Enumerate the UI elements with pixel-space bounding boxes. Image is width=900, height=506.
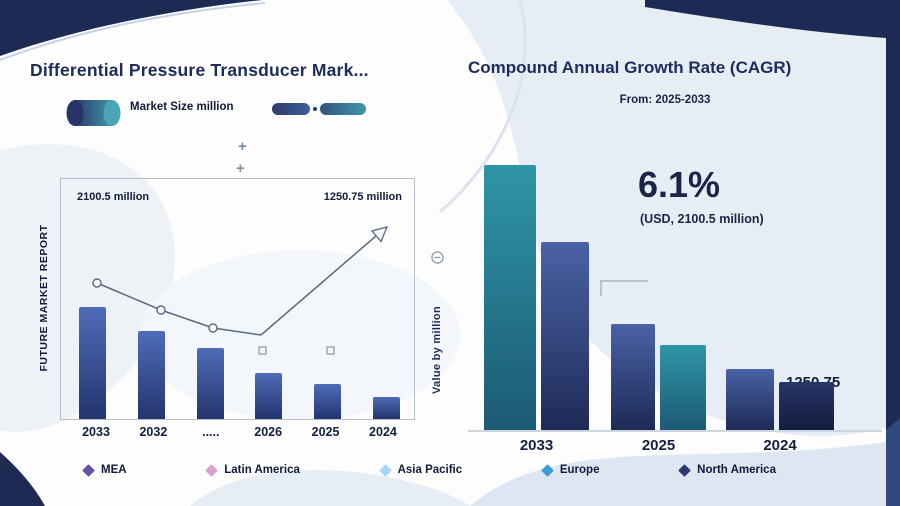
legend-item-europe: Europe xyxy=(540,463,600,477)
right-bar-group-2024 xyxy=(726,369,834,430)
legend-label: Latin America xyxy=(224,464,300,476)
right-bar-primary-2024 xyxy=(726,369,774,430)
left-axis-label: 2024 xyxy=(369,425,397,439)
swoosh-line xyxy=(439,0,527,214)
right-bar-group-2025 xyxy=(611,324,706,430)
left-axis-label: 2026 xyxy=(254,425,283,439)
right-bar-primary-2033 xyxy=(484,165,536,430)
minus-circle-icon xyxy=(431,251,444,264)
legend-item-north-america: North America xyxy=(678,463,776,477)
marker-circle-icon xyxy=(92,278,102,288)
trend-line xyxy=(96,282,262,336)
left-bar-2024 xyxy=(372,397,400,419)
diamond-icon xyxy=(540,463,554,477)
value-by-million-label: Value by million xyxy=(431,306,443,394)
legend-label: Europe xyxy=(559,464,600,476)
arrow-shaft xyxy=(260,235,377,336)
swoosh-shape xyxy=(447,0,900,436)
right-axis-label: 2025 xyxy=(641,437,676,454)
end-value-label: 1250.75 million xyxy=(323,191,402,203)
cagr-note: (USD, 2100.5 million) xyxy=(640,212,764,226)
right-bar-primary-2025 xyxy=(611,324,655,430)
cagr-period-subtitle: From: 2025-2033 xyxy=(619,94,711,106)
start-value-label: 2100.5 million xyxy=(77,191,150,203)
corner-shape-top-left xyxy=(0,0,262,56)
left-bar-2025 xyxy=(314,384,342,419)
diamond-icon xyxy=(82,463,95,477)
left-chart-area: 2100.5 million 1250.75 million xyxy=(60,178,415,420)
legend-item-mea: MEA xyxy=(82,463,127,477)
left-chart-title: Differential Pressure Transducer Mark... xyxy=(30,60,369,80)
plus-icon: + xyxy=(238,138,247,155)
marker-circle-icon xyxy=(156,305,166,315)
legend-item-latin-america: Latin America xyxy=(205,463,300,477)
left-bar-2032 xyxy=(137,331,165,419)
step-bracket-line xyxy=(600,280,648,296)
left-bar-..... xyxy=(196,348,224,419)
swoosh-shape xyxy=(0,144,176,432)
cagr-value: 6.1% xyxy=(638,164,721,205)
future-market-report-label: FUTURE MARKET REPORT xyxy=(38,224,50,372)
swoosh-shape xyxy=(190,470,470,506)
diamond-icon xyxy=(205,463,219,477)
corner-accent-bottom-right xyxy=(886,418,900,506)
right-bar-group-2033 xyxy=(484,165,589,430)
right-bar-secondary-2024 xyxy=(779,382,834,430)
pill-separator-dot xyxy=(313,107,317,111)
left-axis-label: 2025 xyxy=(311,425,340,439)
corner-shape-bottom-left xyxy=(0,452,45,506)
legend-item-asia-pacific: Asia Pacific xyxy=(378,463,463,477)
cylinder-icon xyxy=(66,100,121,126)
trend-line-arrow xyxy=(92,226,389,355)
legend-label: MEA xyxy=(101,464,127,476)
pill-icon-left xyxy=(272,103,310,115)
pill-icon-right xyxy=(320,103,366,115)
left-bar-2026 xyxy=(255,373,283,419)
right-axis-label: 2024 xyxy=(763,437,797,454)
marker-circle-icon xyxy=(208,323,218,333)
diamond-icon xyxy=(378,463,392,477)
right-chart-title: Compound Annual Growth Rate (CAGR) xyxy=(468,58,792,77)
market-size-legend-label: Market Size million xyxy=(130,101,234,113)
corner-accent-line xyxy=(0,2,266,61)
region-legend: MEA Latin America Asia Pacific Europe North … xyxy=(82,463,776,477)
legend-label: North America xyxy=(697,464,776,476)
marker-square-icon xyxy=(326,346,335,355)
legend-label: Asia Pacific xyxy=(397,464,463,476)
plus-icon: + xyxy=(236,160,245,177)
diamond-icon xyxy=(678,463,692,477)
left-axis-label: 2033 xyxy=(82,425,110,439)
arrow-head-icon xyxy=(370,226,389,243)
right-bar-secondary-2033 xyxy=(541,242,589,430)
left-axis-label: 2032 xyxy=(139,425,168,439)
right-bar-secondary-2025 xyxy=(660,345,706,430)
right-x-axis-line xyxy=(468,430,882,432)
left-bars-group xyxy=(79,307,400,419)
left-axis-label: ..... xyxy=(202,425,220,439)
right-axis-label: 2033 xyxy=(519,437,554,454)
left-x-axis: 2033 2032..... 2026 2025 2024 xyxy=(78,425,401,439)
left-bar-2033 xyxy=(79,307,106,419)
marker-square-icon xyxy=(258,346,267,355)
